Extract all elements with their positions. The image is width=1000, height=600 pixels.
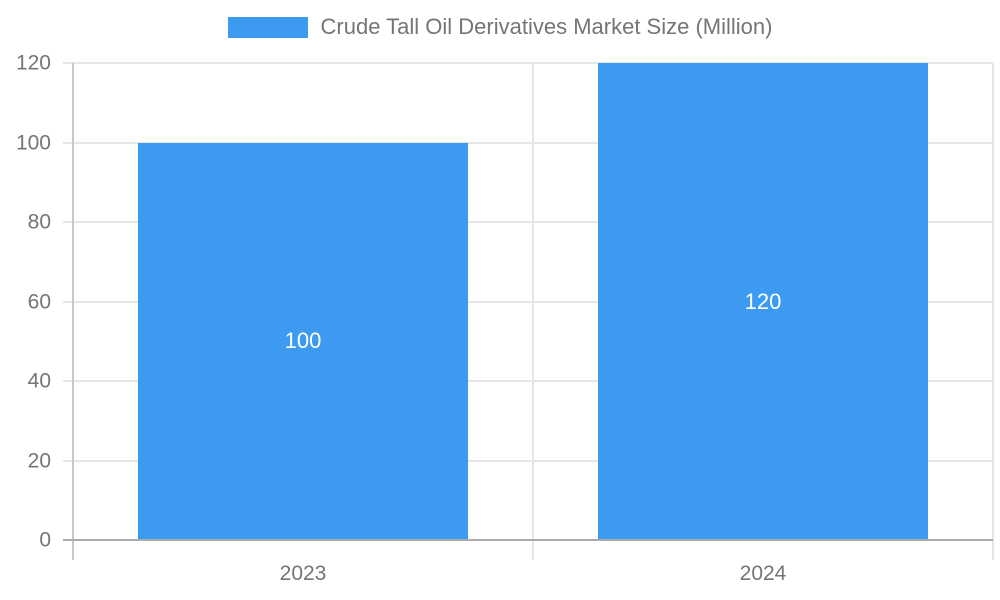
legend[interactable]: Crude Tall Oil Derivatives Market Size (… xyxy=(0,14,1000,40)
plot-area: 100 120 xyxy=(63,62,994,560)
x-axis-label-2024: 2024 xyxy=(739,562,787,585)
bar-value-label: 120 xyxy=(744,288,782,314)
y-axis-tick-label: 40 xyxy=(27,369,51,393)
category-divider-gridline xyxy=(992,63,994,560)
legend-swatch xyxy=(227,16,308,38)
y-axis-tick-label: 120 xyxy=(15,51,51,75)
y-axis-tick xyxy=(63,221,73,223)
y-axis-tick xyxy=(63,300,73,303)
bar-2023[interactable]: 100 xyxy=(138,142,468,540)
x-axis-line xyxy=(63,539,993,541)
y-axis: 0 20 40 60 80 100 120 xyxy=(0,53,63,551)
y-axis-tick-label: 80 xyxy=(27,210,51,234)
x-axis: 2023 2024 xyxy=(73,561,993,591)
y-axis-tick xyxy=(63,459,73,462)
y-axis-tick-label: 100 xyxy=(15,131,51,154)
y-axis-line xyxy=(72,63,74,560)
y-axis-tick xyxy=(63,141,73,144)
bar-value-label: 100 xyxy=(284,328,322,354)
y-axis-tick-label: 20 xyxy=(27,449,51,472)
category-divider-gridline xyxy=(532,63,534,560)
y-axis-tick-label: 0 xyxy=(39,528,51,552)
y-axis-tick-label: 60 xyxy=(27,290,51,313)
x-axis-label-2023: 2023 xyxy=(279,562,327,585)
y-axis-tick xyxy=(63,380,73,382)
legend-label: Crude Tall Oil Derivatives Market Size (… xyxy=(320,14,773,39)
bar-2024[interactable]: 120 xyxy=(598,63,928,540)
y-axis-tick xyxy=(63,62,73,64)
